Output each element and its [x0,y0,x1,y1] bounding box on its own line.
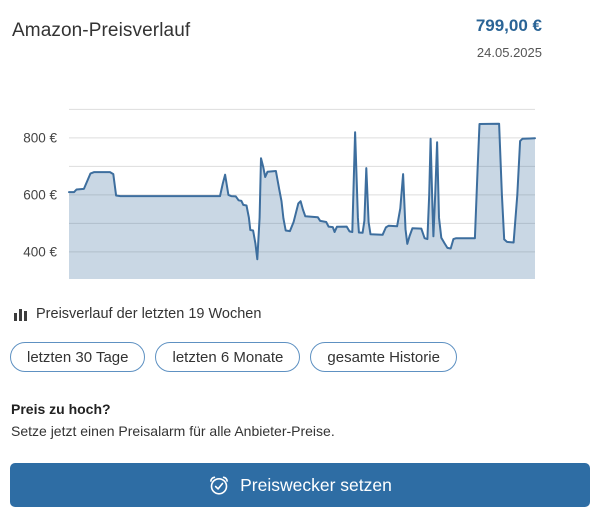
price-alert-description: Setze jetzt einen Preisalarm für alle An… [11,423,335,439]
bar-chart-icon [14,309,27,321]
range-button-6-months[interactable]: letzten 6 Monate [155,342,301,372]
svg-text:800 €: 800 € [23,130,57,145]
chart-caption-label: Preisverlauf der letzten 19 Wochen [36,306,262,322]
alarm-clock-icon [210,476,229,495]
page-title: Amazon-Preisverlauf [12,20,191,41]
price-history-chart: 400 € 600 € 800 € [23,108,536,279]
set-price-alert-button[interactable]: Preiswecker setzen [10,463,590,507]
price-alert-section: Preis zu hoch? Setze jetzt einen Preisal… [10,401,590,439]
price-alert-heading: Preis zu hoch? [11,401,111,417]
range-button-full-history[interactable]: gesamte Historie [310,342,457,372]
range-button-30-days[interactable]: letzten 30 Tage [10,342,146,372]
current-price: 799,00 € [475,16,542,35]
set-price-alert-label: Preiswecker setzen [240,474,392,495]
svg-text:600 €: 600 € [23,187,57,202]
widget-header: Amazon-Preisverlauf 799,00 € 24.05.2025 [10,0,590,60]
range-selector: letzten 30 Tage letzten 6 Monate gesamte… [10,342,590,372]
chart-area: 400 € 600 € 800 € [10,104,590,282]
chart-caption: Preisverlauf der letzten 19 Wochen [10,306,590,322]
price-date: 24.05.2025 [476,45,542,60]
svg-text:400 €: 400 € [23,244,57,259]
price-history-widget: Amazon-Preisverlauf 799,00 € 24.05.2025 … [10,0,590,507]
current-price-block: 799,00 € 24.05.2025 [476,16,542,60]
